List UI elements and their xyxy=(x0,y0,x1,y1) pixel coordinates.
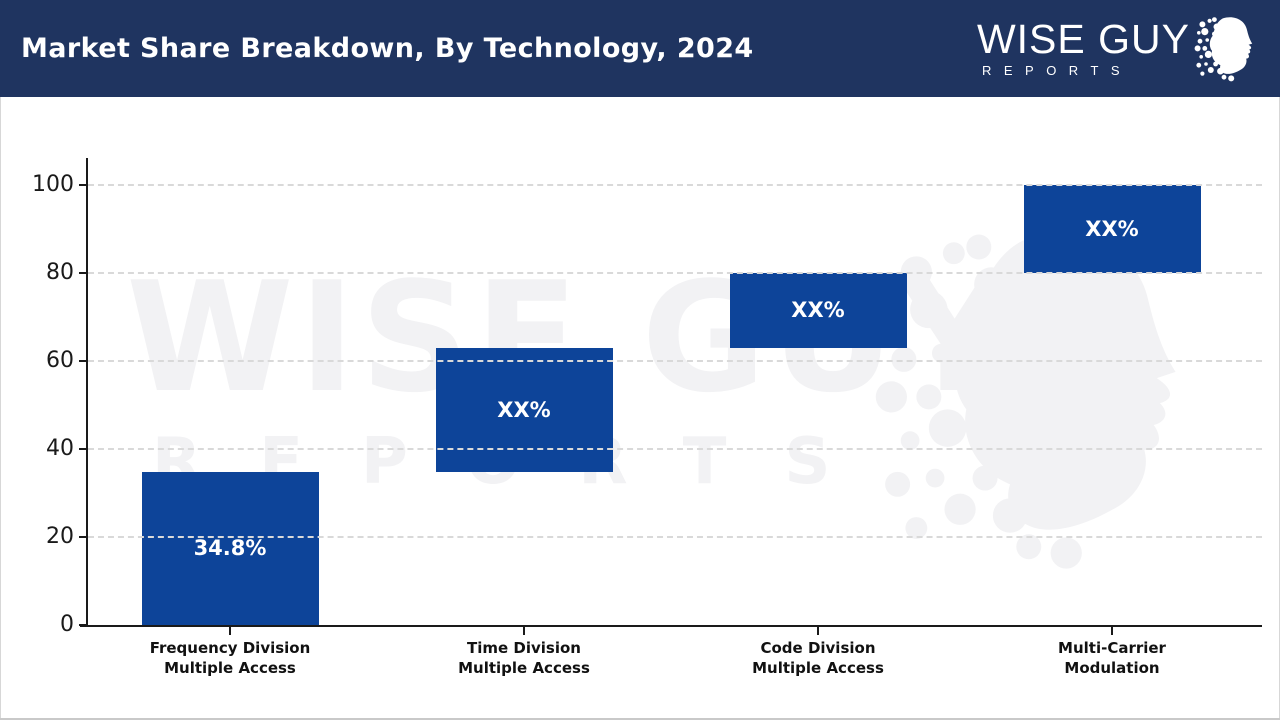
logo-wiseguy-label: WISE GUY xyxy=(976,16,1190,62)
wiseguy-logo: WISE GUY REPORTS xyxy=(977,9,1266,89)
x-category-label-2: Code Division Multiple Access xyxy=(752,638,884,678)
x-category-label-line: Multiple Access xyxy=(164,659,296,677)
x-category-label-0: Frequency Division Multiple Access xyxy=(150,638,311,678)
x-category-label-3: Multi-Carrier Modulation xyxy=(1058,638,1166,678)
header-bar: Market Share Breakdown, By Technology, 2… xyxy=(0,0,1280,97)
y-tick-40 xyxy=(79,448,88,450)
y-tick-100 xyxy=(79,184,88,186)
bar-segment-1 xyxy=(435,347,613,472)
y-tick-label-60: 60 xyxy=(46,348,74,373)
x-category-label-line: Multi-Carrier xyxy=(1058,639,1166,657)
y-tick-80 xyxy=(79,272,88,274)
y-tick-label-100: 100 xyxy=(32,172,74,197)
y-tick-label-20: 20 xyxy=(46,524,74,549)
gridline-40 xyxy=(88,448,1262,450)
x-axis-line xyxy=(80,625,1262,627)
x-category-label-line: Time Division xyxy=(467,639,581,657)
x-category-label-line: Multiple Access xyxy=(752,659,884,677)
x-category-label-line: Frequency Division xyxy=(149,639,311,657)
x-tick-1 xyxy=(523,627,525,635)
x-category-label-line: Modulation xyxy=(1064,659,1160,677)
bar-segment-2 xyxy=(729,273,907,348)
bottom-divider xyxy=(0,718,1280,720)
bar-value-label-1: XX% xyxy=(497,397,551,422)
x-category-label-1: Time Division Multiple Access xyxy=(458,638,590,678)
gridline-20 xyxy=(88,536,1262,538)
y-tick-20 xyxy=(79,536,88,538)
x-tick-3 xyxy=(1111,627,1113,635)
gridline-80 xyxy=(88,272,1262,274)
bar-value-label-0: 34.8% xyxy=(193,536,267,561)
gridline-60 xyxy=(88,360,1262,362)
x-category-label-line: Multiple Access xyxy=(458,659,590,677)
bar-segment-0 xyxy=(141,471,319,625)
bar-value-label-2: XX% xyxy=(791,298,845,323)
gridline-100 xyxy=(88,184,1262,186)
y-axis-line xyxy=(86,158,88,627)
y-tick-60 xyxy=(79,360,88,362)
wiseguy-face-logo-icon xyxy=(1194,16,1253,81)
bar-segment-3 xyxy=(1023,185,1201,273)
x-category-label-line: Code Division xyxy=(760,639,876,657)
x-tick-0 xyxy=(229,627,231,635)
y-tick-label-40: 40 xyxy=(46,436,74,461)
logo-reports-label: REPORTS xyxy=(981,63,1133,78)
y-tick-label-80: 80 xyxy=(46,260,74,285)
y-tick-label-0: 0 xyxy=(60,612,74,637)
wiseguy-logo-text: WISE GUY REPORTS xyxy=(976,16,1190,79)
bar-value-label-3: XX% xyxy=(1085,217,1139,241)
page-title: Market Share Breakdown, By Technology, 2… xyxy=(21,33,754,64)
x-tick-2 xyxy=(817,627,819,635)
